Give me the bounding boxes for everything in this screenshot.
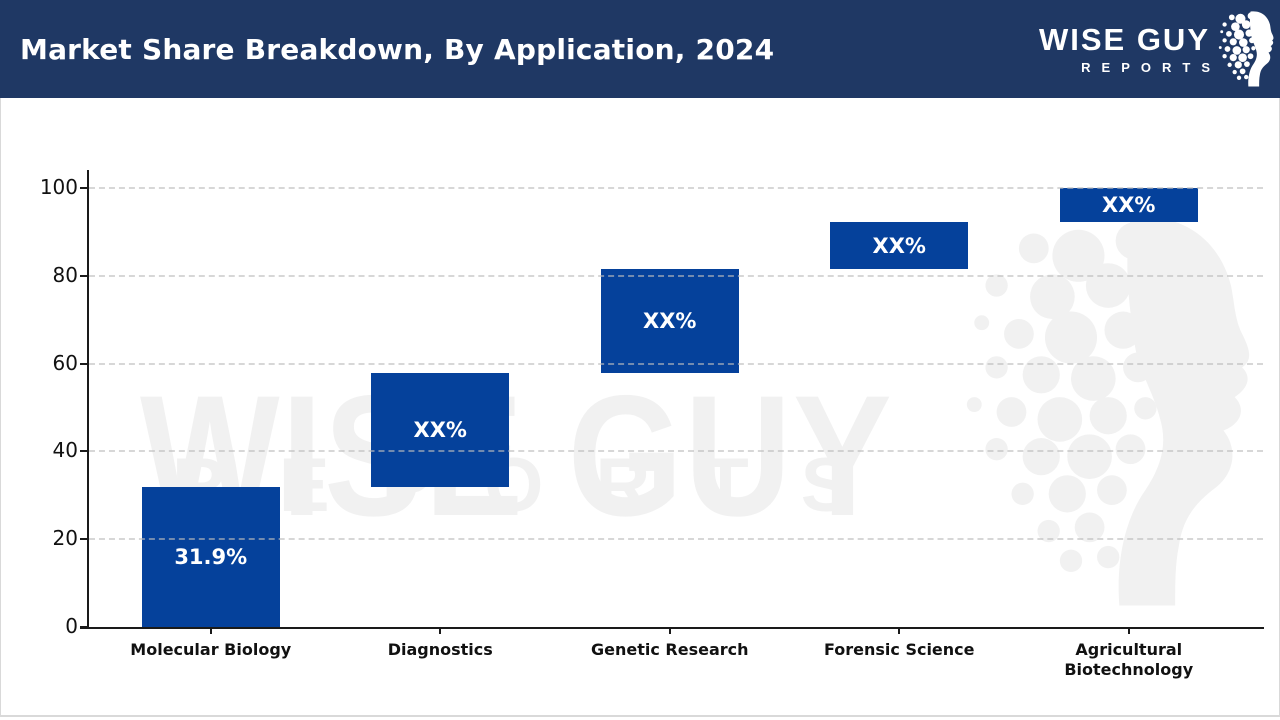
y-tick-label: 60 xyxy=(52,350,78,375)
header-band: Market Share Breakdown, By Application, … xyxy=(0,0,1280,98)
bar: XX% xyxy=(371,373,510,487)
bar: XX% xyxy=(600,269,739,374)
y-tick-label: 80 xyxy=(52,262,78,287)
gridline xyxy=(89,274,1263,277)
gridline xyxy=(89,187,1263,189)
bar-value-label: 31.9% xyxy=(174,544,248,569)
x-tick-label: Diagnostics xyxy=(387,640,493,659)
y-tick-label: 40 xyxy=(52,438,78,463)
gridline xyxy=(89,450,1263,453)
bar-value-label: XX% xyxy=(872,233,926,258)
x-axis xyxy=(80,627,1264,629)
y-tick-label: 100 xyxy=(39,175,78,199)
y-axis xyxy=(87,170,89,628)
x-tick-mark xyxy=(209,627,212,634)
bar-value-label: XX% xyxy=(643,309,697,334)
y-tick-mark xyxy=(80,538,88,541)
bar: 31.9% xyxy=(141,486,280,627)
x-tick-label: Forensic Science xyxy=(823,640,975,659)
left-border xyxy=(0,98,1,717)
gridline xyxy=(89,538,1263,541)
bar-value-label: XX% xyxy=(413,418,467,443)
x-tick-mark xyxy=(1127,627,1130,634)
y-tick-mark xyxy=(80,274,88,277)
bar-value-label: XX% xyxy=(1102,192,1156,217)
page-title: Market Share Breakdown, By Application, … xyxy=(20,32,775,66)
bar: XX% xyxy=(830,221,969,270)
watermark-subtitle: REPORTS xyxy=(172,443,904,528)
logo-wordmark: WISE GUY xyxy=(1038,22,1210,57)
x-tick-label: Molecular Biology xyxy=(130,640,292,659)
logo-head-icon xyxy=(1218,11,1274,87)
gridline xyxy=(89,362,1263,365)
bottom-border xyxy=(0,715,1280,717)
x-tick-mark xyxy=(439,627,442,634)
y-tick-label: 0 xyxy=(65,614,78,638)
y-tick-mark xyxy=(80,187,88,189)
y-tick-mark xyxy=(80,362,88,365)
y-tick-label: 20 xyxy=(52,526,78,551)
x-tick-mark xyxy=(668,627,671,634)
x-tick-label: Genetic Research xyxy=(590,640,749,659)
bar: XX% xyxy=(1059,188,1198,222)
x-tick-label: Agricultural Biotechnology xyxy=(1064,640,1194,679)
brand-logo: WISE GUY REPORTS xyxy=(1038,22,1210,74)
y-tick-mark xyxy=(80,450,88,453)
logo-subtitle: REPORTS xyxy=(1081,59,1221,75)
y-tick-mark xyxy=(80,626,88,628)
x-tick-mark xyxy=(898,627,901,634)
